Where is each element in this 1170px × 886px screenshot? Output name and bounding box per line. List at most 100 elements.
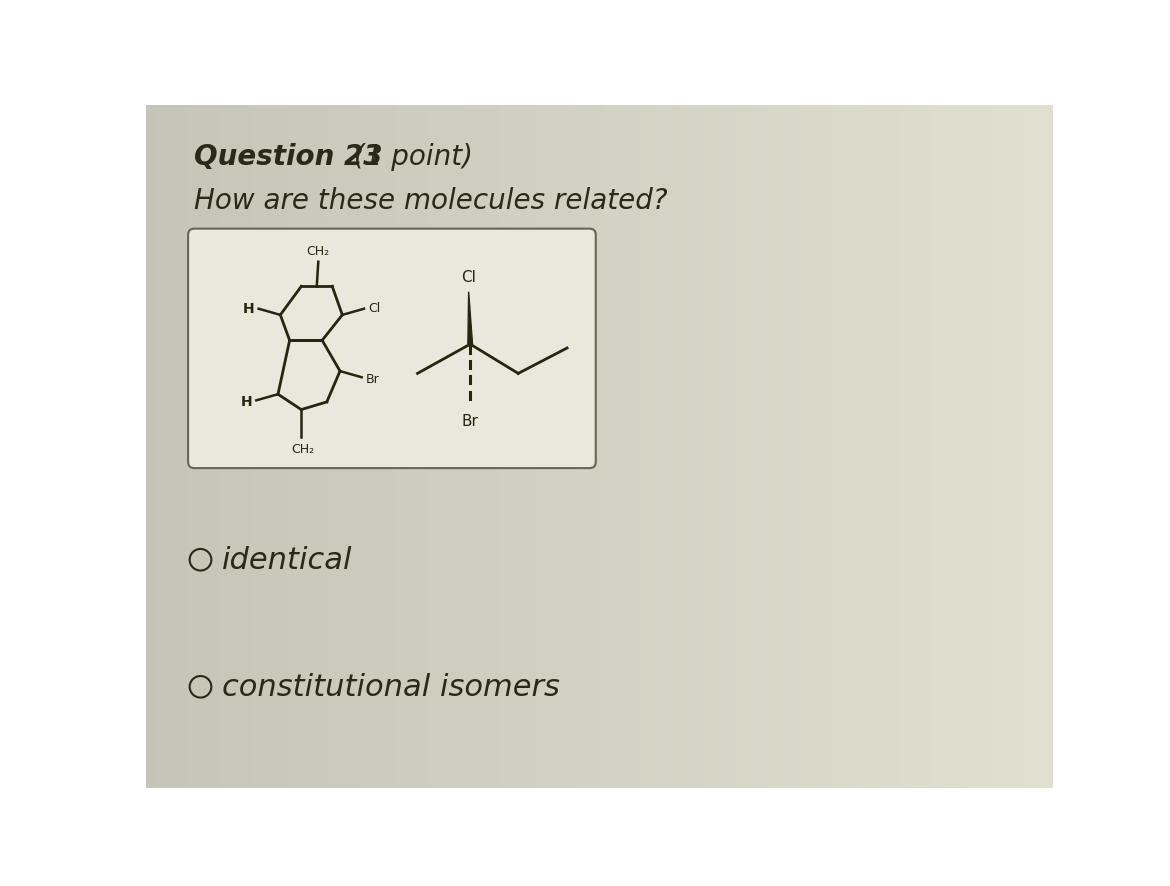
Text: Cl: Cl xyxy=(367,302,380,315)
Bar xyxy=(908,106,914,789)
Text: H: H xyxy=(241,394,253,408)
Bar xyxy=(862,106,868,789)
Bar xyxy=(980,106,986,789)
Bar xyxy=(146,106,152,789)
Bar xyxy=(269,106,274,789)
Bar xyxy=(821,106,827,789)
Bar xyxy=(741,106,745,789)
Bar xyxy=(966,106,972,789)
Bar xyxy=(164,106,170,789)
Bar xyxy=(636,106,641,789)
Bar xyxy=(804,106,808,789)
Bar xyxy=(241,106,247,789)
Bar xyxy=(622,106,627,789)
Bar xyxy=(886,106,890,789)
Bar xyxy=(668,106,673,789)
Bar xyxy=(772,106,777,789)
Bar xyxy=(236,106,242,789)
Bar xyxy=(690,106,696,789)
Bar xyxy=(645,106,651,789)
Bar xyxy=(436,106,442,789)
Bar xyxy=(591,106,596,789)
Bar xyxy=(523,106,528,789)
Bar xyxy=(564,106,569,789)
Text: CH₂: CH₂ xyxy=(307,245,330,258)
Bar xyxy=(922,106,927,789)
Bar xyxy=(305,106,310,789)
Bar xyxy=(151,106,156,789)
Bar xyxy=(277,106,283,789)
Bar xyxy=(173,106,179,789)
Bar xyxy=(1048,106,1054,789)
Bar xyxy=(686,106,691,789)
Bar xyxy=(381,106,387,789)
Text: How are these molecules related?: How are these molecules related? xyxy=(194,187,668,215)
Bar xyxy=(894,106,900,789)
Bar xyxy=(840,106,845,789)
Bar xyxy=(889,106,895,789)
Bar xyxy=(301,106,305,789)
Bar xyxy=(572,106,578,789)
Bar xyxy=(999,106,1004,789)
Text: identical: identical xyxy=(222,546,352,575)
Bar xyxy=(994,106,999,789)
Bar xyxy=(378,106,383,789)
Bar xyxy=(526,106,532,789)
Bar xyxy=(649,106,655,789)
Bar xyxy=(219,106,225,789)
Bar xyxy=(531,106,537,789)
Bar xyxy=(672,106,677,789)
Bar xyxy=(676,106,682,789)
Bar xyxy=(209,106,215,789)
Bar xyxy=(749,106,755,789)
Text: Br: Br xyxy=(462,414,479,429)
Bar xyxy=(940,106,945,789)
Bar xyxy=(826,106,832,789)
Bar xyxy=(985,106,990,789)
Bar xyxy=(599,106,605,789)
Bar xyxy=(581,106,587,789)
Bar xyxy=(359,106,365,789)
Bar xyxy=(704,106,709,789)
Bar xyxy=(205,106,211,789)
Bar xyxy=(487,106,491,789)
Bar xyxy=(736,106,741,789)
Bar xyxy=(831,106,837,789)
Bar xyxy=(273,106,278,789)
Bar xyxy=(233,106,238,789)
FancyBboxPatch shape xyxy=(188,229,596,469)
Bar xyxy=(976,106,982,789)
Bar xyxy=(596,106,600,789)
Bar xyxy=(745,106,750,789)
Bar xyxy=(817,106,823,789)
Text: Br: Br xyxy=(365,372,379,385)
Bar xyxy=(214,106,220,789)
Bar xyxy=(1039,106,1045,789)
Bar xyxy=(318,106,324,789)
Bar xyxy=(700,106,704,789)
Bar xyxy=(845,106,849,789)
Bar xyxy=(373,106,378,789)
Bar xyxy=(1012,106,1018,789)
Bar xyxy=(577,106,583,789)
Bar xyxy=(454,106,460,789)
Bar xyxy=(949,106,954,789)
Bar xyxy=(323,106,329,789)
Bar xyxy=(332,106,337,789)
Bar xyxy=(777,106,782,789)
Bar xyxy=(192,106,197,789)
Bar xyxy=(446,106,450,789)
Bar xyxy=(414,106,419,789)
Bar xyxy=(405,106,410,789)
Bar xyxy=(355,106,360,789)
Bar xyxy=(876,106,881,789)
Bar xyxy=(717,106,723,789)
Bar xyxy=(473,106,479,789)
Bar xyxy=(477,106,482,789)
Bar xyxy=(881,106,886,789)
Bar xyxy=(491,106,496,789)
Bar xyxy=(160,106,165,789)
Bar xyxy=(364,106,370,789)
Bar xyxy=(627,106,632,789)
Bar xyxy=(427,106,433,789)
